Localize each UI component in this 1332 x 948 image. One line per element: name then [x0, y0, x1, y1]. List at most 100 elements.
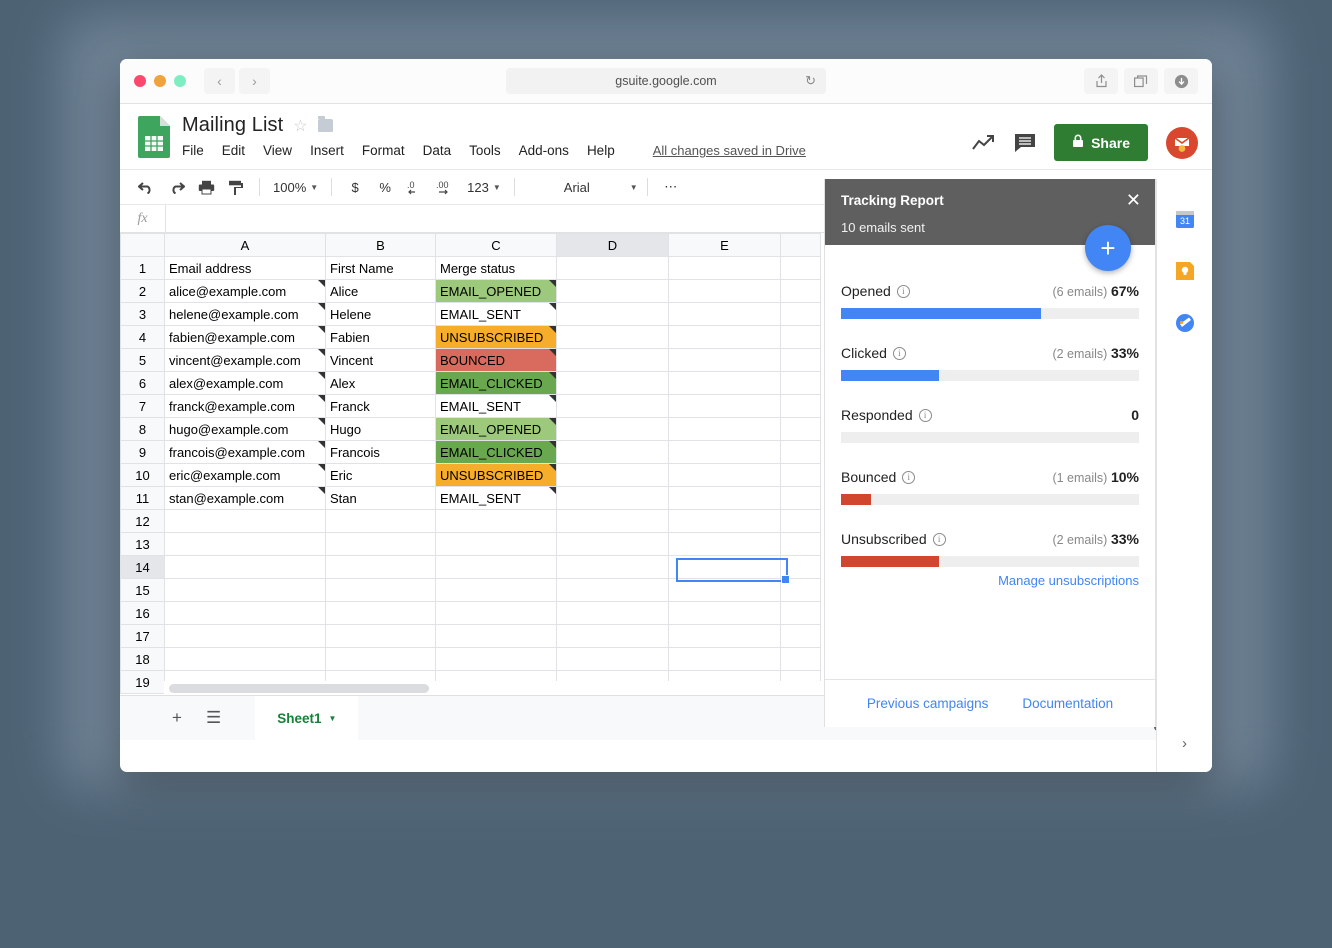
address-bar[interactable]: gsuite.google.com ↻ [506, 68, 826, 94]
cell-c6[interactable]: EMAIL_CLICKED [435, 371, 557, 395]
cell-e18[interactable] [668, 647, 781, 671]
cell-d5[interactable] [556, 348, 669, 372]
cell-b4[interactable]: Fabien [325, 325, 436, 349]
cell-f16[interactable] [780, 601, 821, 625]
cell-e4[interactable] [668, 325, 781, 349]
cell-a10[interactable]: eric@example.com [164, 463, 326, 487]
cell-f3[interactable] [780, 302, 821, 326]
expand-rail-icon[interactable]: › [1182, 735, 1187, 752]
cell-e12[interactable] [668, 509, 781, 533]
selected-cell-outline[interactable] [676, 558, 790, 584]
cell-e2[interactable] [668, 279, 781, 303]
sheet-tab-sheet1[interactable]: Sheet1 ▼ [255, 695, 359, 741]
row-header-12[interactable]: 12 [120, 509, 165, 533]
cell-e13[interactable] [668, 532, 781, 556]
trending-up-icon[interactable] [972, 134, 996, 152]
comment-icon[interactable] [1014, 133, 1036, 153]
cell-e11[interactable] [668, 486, 781, 510]
column-header-c[interactable]: C [435, 233, 557, 257]
cell-b6[interactable]: Alex [325, 371, 436, 395]
cell-c9[interactable]: EMAIL_CLICKED [435, 440, 557, 464]
cell-c2[interactable]: EMAIL_OPENED [435, 279, 557, 303]
info-icon[interactable]: i [896, 284, 910, 298]
row-header-19[interactable]: 19 [120, 670, 165, 694]
cell-a7[interactable]: franck@example.com [164, 394, 326, 418]
back-button[interactable]: ‹ [204, 68, 235, 94]
cell-c4[interactable]: UNSUBSCRIBED [435, 325, 557, 349]
cell-a3[interactable]: helene@example.com [164, 302, 326, 326]
cell-f4[interactable] [780, 325, 821, 349]
more-toolbar-button[interactable]: ⋯ [664, 179, 678, 194]
cell-d7[interactable] [556, 394, 669, 418]
cell-c16[interactable] [435, 601, 557, 625]
cell-c17[interactable] [435, 624, 557, 648]
info-icon[interactable]: i [918, 408, 932, 422]
paint-format-icon[interactable] [222, 173, 250, 201]
tasks-icon[interactable] [1175, 313, 1195, 333]
cell-c13[interactable] [435, 532, 557, 556]
cell-e10[interactable] [668, 463, 781, 487]
cell-f17[interactable] [780, 624, 821, 648]
keep-icon[interactable] [1175, 261, 1195, 281]
cell-a11[interactable]: stan@example.com [164, 486, 326, 510]
cell-e1[interactable] [668, 256, 781, 280]
cell-d8[interactable] [556, 417, 669, 441]
row-header-8[interactable]: 8 [120, 417, 165, 441]
cell-d10[interactable] [556, 463, 669, 487]
number-format-selector[interactable]: 123 ▼ [463, 173, 505, 201]
column-header-e[interactable]: E [668, 233, 781, 257]
row-header-18[interactable]: 18 [120, 647, 165, 671]
cell-f11[interactable] [780, 486, 821, 510]
cell-a9[interactable]: francois@example.com [164, 440, 326, 464]
cell-f2[interactable] [780, 279, 821, 303]
cell-d17[interactable] [556, 624, 669, 648]
font-caret-down-icon[interactable]: ▼ [629, 182, 638, 192]
row-header-10[interactable]: 10 [120, 463, 165, 487]
cell-f9[interactable] [780, 440, 821, 464]
cell-f10[interactable] [780, 463, 821, 487]
download-icon[interactable] [1164, 68, 1198, 94]
share-icon[interactable] [1084, 68, 1118, 94]
row-header-9[interactable]: 9 [120, 440, 165, 464]
column-header-a[interactable]: A [164, 233, 326, 257]
select-all-corner[interactable] [120, 233, 165, 257]
cell-f12[interactable] [780, 509, 821, 533]
row-header-13[interactable]: 13 [120, 532, 165, 556]
cell-e5[interactable] [668, 348, 781, 372]
currency-format-button[interactable]: $ [351, 179, 359, 195]
star-icon[interactable]: ☆ [293, 117, 308, 135]
cell-e6[interactable] [668, 371, 781, 395]
info-icon[interactable]: i [932, 532, 946, 546]
cell-d16[interactable] [556, 601, 669, 625]
manage-unsubscriptions-link[interactable]: Manage unsubscriptions [998, 573, 1139, 588]
cell-f5[interactable] [780, 348, 821, 372]
page-title[interactable]: Mailing List [182, 114, 284, 136]
row-header-15[interactable]: 15 [120, 578, 165, 602]
row-header-6[interactable]: 6 [120, 371, 165, 395]
cell-c3[interactable]: EMAIL_SENT [435, 302, 557, 326]
cell-c10[interactable]: UNSUBSCRIBED [435, 463, 557, 487]
cell-e16[interactable] [668, 601, 781, 625]
redo-icon[interactable] [162, 173, 190, 201]
cell-a14[interactable] [164, 555, 326, 579]
cell-b7[interactable]: Franck [325, 394, 436, 418]
cell-a4[interactable]: fabien@example.com [164, 325, 326, 349]
forward-button[interactable]: › [239, 68, 270, 94]
minimize-window-button[interactable] [154, 75, 166, 87]
menu-edit[interactable]: Edit [221, 143, 246, 158]
cell-b17[interactable] [325, 624, 436, 648]
cell-b8[interactable]: Hugo [325, 417, 436, 441]
info-icon[interactable]: i [892, 346, 906, 360]
cell-b5[interactable]: Vincent [325, 348, 436, 372]
cell-a16[interactable] [164, 601, 326, 625]
cell-d4[interactable] [556, 325, 669, 349]
cell-d18[interactable] [556, 647, 669, 671]
cell-f6[interactable] [780, 371, 821, 395]
cell-b13[interactable] [325, 532, 436, 556]
print-icon[interactable] [192, 173, 220, 201]
avatar[interactable] [1166, 126, 1198, 159]
add-sheet-icon[interactable]: + [172, 708, 182, 727]
cell-d13[interactable] [556, 532, 669, 556]
row-header-17[interactable]: 17 [120, 624, 165, 648]
increase-decimal-button[interactable]: .00 [431, 173, 461, 201]
